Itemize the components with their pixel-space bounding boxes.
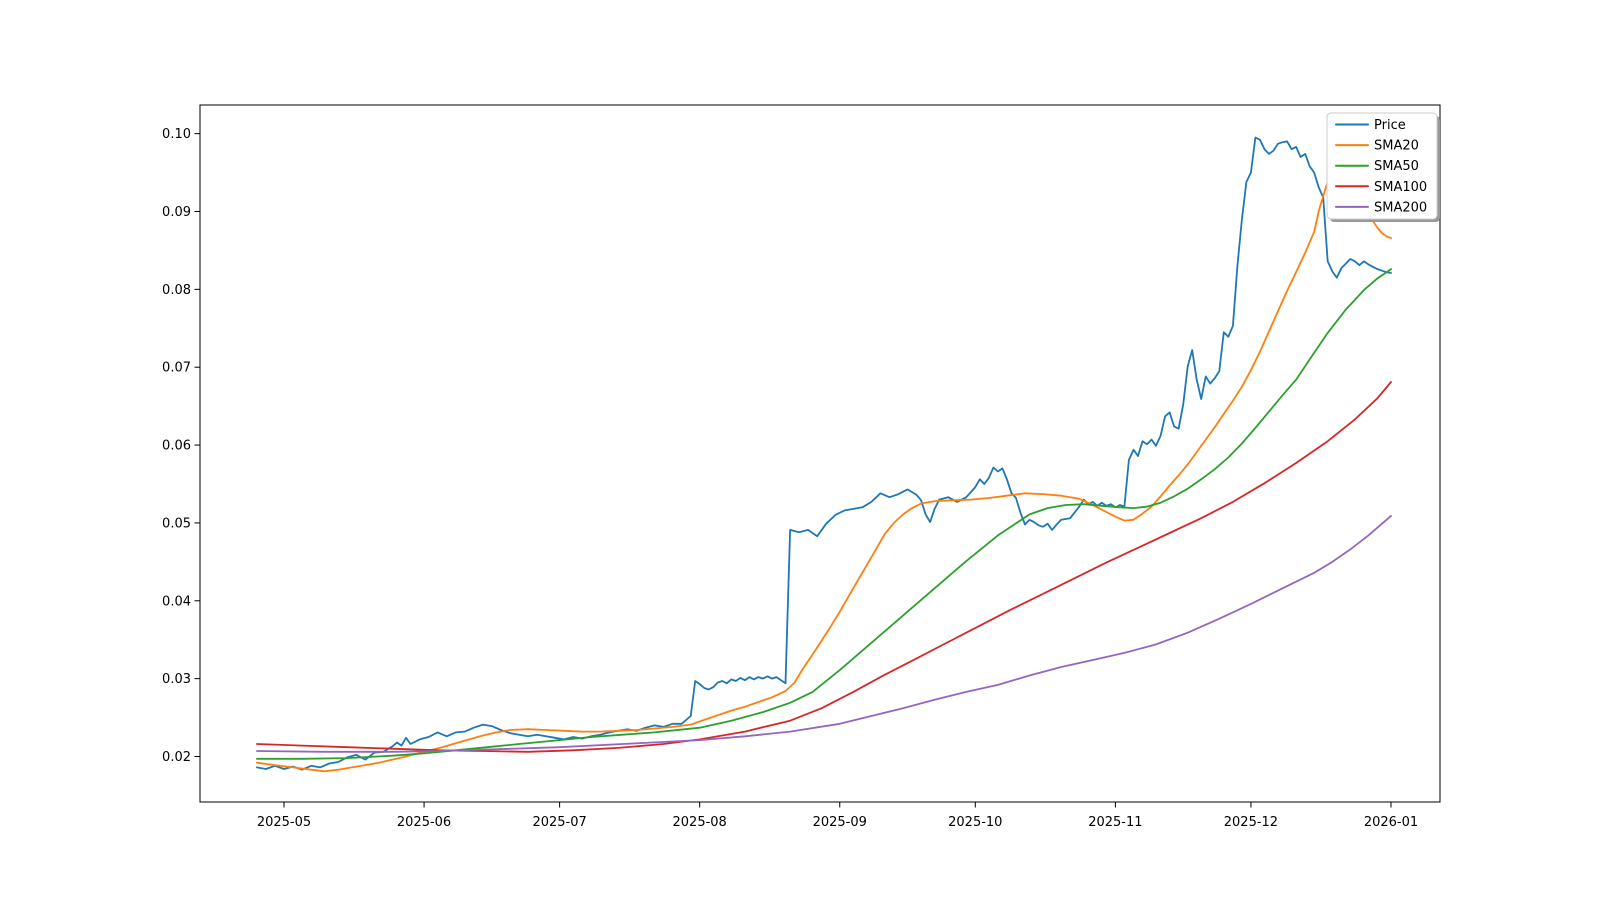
x-tick-label: 2025-11 (1088, 815, 1142, 830)
series-line-sma20 (255, 166, 1392, 773)
legend-item-sma200: SMA200 (1335, 200, 1427, 215)
y-tick-label: 0.06 (162, 439, 191, 454)
x-tick-label: 2025-08 (673, 815, 727, 830)
y-tick-label: 0.03 (162, 672, 191, 687)
legend-label: Price (1374, 118, 1406, 133)
legend-item-sma20: SMA20 (1335, 139, 1419, 154)
legend-item-sma100: SMA100 (1335, 180, 1427, 195)
legend-box (1326, 112, 1438, 220)
y-tick-label: 0.09 (162, 205, 191, 220)
x-tick-label: 2026-01 (1364, 815, 1418, 830)
x-tick-label: 2025-07 (532, 815, 586, 830)
legend-label: SMA100 (1374, 180, 1427, 195)
legend-item-sma50: SMA50 (1335, 159, 1419, 174)
legend-item-price: Price (1335, 118, 1406, 133)
axes-spines (199, 104, 1441, 803)
series-line-price (255, 136, 1392, 771)
series-line-sma50 (255, 268, 1392, 760)
legend: Price SMA20 SMA50 SMA100 SMA200 (1326, 112, 1440, 222)
legend-label: SMA20 (1374, 139, 1419, 154)
y-tick-label: 0.08 (162, 283, 191, 298)
series-line-sma200 (255, 515, 1392, 753)
x-tick-label: 2025-06 (397, 815, 451, 830)
x-tick-label: 2025-05 (257, 815, 311, 830)
y-tick-label: 0.02 (162, 750, 191, 765)
y-tick-label: 0.04 (162, 594, 191, 609)
y-tick-label: 0.10 (162, 127, 191, 142)
x-tick-label: 2025-09 (813, 815, 867, 830)
series-line-sma100 (255, 381, 1392, 753)
x-tick-label: 2025-10 (948, 815, 1002, 830)
y-tick-label: 0.05 (162, 516, 191, 531)
y-tick-label: 0.07 (162, 361, 191, 376)
legend-label: SMA200 (1374, 200, 1427, 215)
x-tick-label: 2025-12 (1224, 815, 1278, 830)
legend-label: SMA50 (1374, 159, 1419, 174)
